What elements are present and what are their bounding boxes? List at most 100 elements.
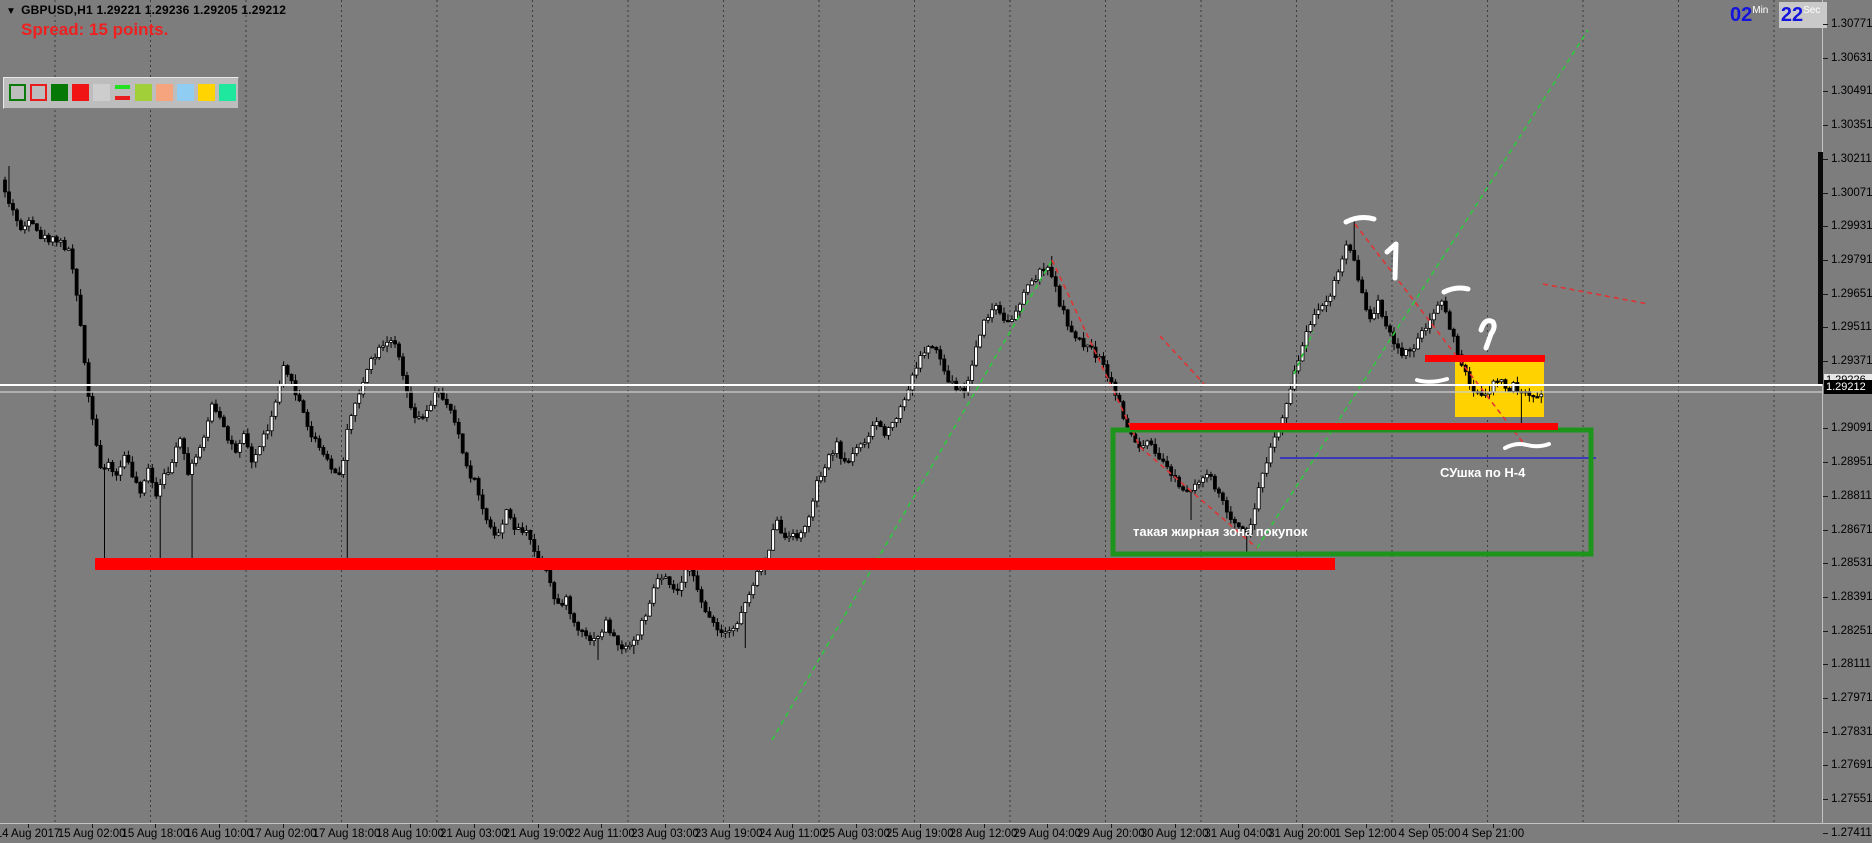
price-tick bbox=[1823, 57, 1828, 59]
swatch-green-line bbox=[115, 85, 130, 89]
red-trendline[interactable] bbox=[1051, 259, 1141, 448]
time-axis-label: 28 Aug 12:00 bbox=[949, 828, 1018, 840]
time-tick bbox=[856, 824, 858, 828]
color-swatch-red[interactable] bbox=[72, 84, 89, 101]
buy-zone-label: такая жирная зона покупок bbox=[1133, 524, 1308, 539]
color-swatch-red-outline[interactable] bbox=[30, 84, 47, 101]
time-tick bbox=[410, 824, 412, 828]
time-axis-label: 17 Aug 02:00 bbox=[248, 828, 317, 840]
time-axis-label: 14 Aug 2017 bbox=[0, 828, 61, 840]
timer-sec-label: Sec bbox=[1803, 5, 1821, 16]
price-tick bbox=[1823, 664, 1828, 666]
time-tick bbox=[1429, 824, 1431, 828]
price-tick bbox=[1823, 158, 1828, 160]
time-axis-label: 25 Aug 03:00 bbox=[822, 828, 890, 840]
price-axis-label: 1.30071 bbox=[1831, 186, 1872, 199]
price-axis-label: 1.27551 bbox=[1831, 793, 1872, 806]
time-tick bbox=[1365, 824, 1367, 828]
red-trendline[interactable] bbox=[1542, 283, 1649, 305]
bid-price-marker: 1.29212 bbox=[1824, 380, 1872, 394]
green-trendline[interactable] bbox=[1293, 331, 1314, 375]
time-axis-label: 4 Sep 21:00 bbox=[1462, 828, 1525, 840]
timer-minutes: 02 bbox=[1730, 4, 1753, 26]
axis-black-bar bbox=[1818, 152, 1823, 384]
price-tick bbox=[1823, 765, 1828, 767]
time-tick bbox=[537, 824, 539, 828]
white-dash-left-of-box bbox=[1415, 377, 1449, 384]
color-swatch-light-gray[interactable] bbox=[93, 84, 110, 101]
price-axis-label: 1.30211 bbox=[1831, 152, 1872, 165]
red-zone-line-flag-top[interactable] bbox=[1425, 355, 1545, 362]
green-trendline[interactable] bbox=[771, 259, 1053, 741]
color-palette-toolbar[interactable] bbox=[3, 77, 239, 109]
time-axis-label: 16 Aug 10:00 bbox=[185, 828, 253, 840]
price-axis-label: 1.28111 bbox=[1831, 658, 1871, 671]
price-axis-label: 1.29931 bbox=[1831, 220, 1872, 233]
green-trendline[interactable] bbox=[1256, 29, 1589, 549]
wave-2-digit bbox=[1478, 318, 1497, 351]
color-swatch-spring-green[interactable] bbox=[219, 84, 236, 101]
yellow-consolidation-box[interactable] bbox=[1455, 362, 1544, 417]
price-axis-label: 1.29091 bbox=[1831, 422, 1872, 435]
white-dash-lower-high bbox=[1441, 285, 1471, 295]
red-zone-line-zone-top[interactable] bbox=[1130, 423, 1558, 430]
price-axis-label: 1.27971 bbox=[1831, 692, 1872, 704]
red-trendline[interactable] bbox=[1139, 446, 1258, 549]
price-axis-label: 1.30351 bbox=[1831, 119, 1872, 132]
symbol-dropdown-icon[interactable]: ▼ bbox=[6, 6, 17, 17]
price-tick bbox=[1823, 125, 1828, 127]
time-axis-label: 15 Aug 02:00 bbox=[57, 828, 126, 840]
time-tick bbox=[1174, 824, 1176, 828]
color-swatch-gold[interactable] bbox=[198, 84, 215, 101]
color-swatch-light-blue[interactable] bbox=[177, 84, 194, 101]
color-swatch-salmon[interactable] bbox=[156, 84, 173, 101]
price-axis-label: 1.30771 bbox=[1831, 18, 1872, 30]
time-axis-label: 4 Sep 05:00 bbox=[1398, 828, 1461, 840]
symbol-ohlc-text: GBPUSD,H1 1.29221 1.29236 1.29205 1.2921… bbox=[21, 3, 287, 17]
price-axis-label: 1.30631 bbox=[1831, 51, 1872, 64]
time-axis-label: 24 Aug 11:00 bbox=[758, 828, 826, 840]
red-trendline[interactable] bbox=[1354, 223, 1525, 445]
white-squiggle bbox=[1503, 442, 1551, 450]
price-tick bbox=[1823, 259, 1828, 261]
color-swatch-green-red-lines[interactable] bbox=[114, 84, 131, 101]
price-axis-label: 1.29791 bbox=[1831, 253, 1872, 266]
time-axis-label: 18 Aug 10:00 bbox=[376, 828, 445, 840]
price-axis-label: 1.29511 bbox=[1831, 321, 1872, 334]
price-tick bbox=[1823, 24, 1828, 25]
time-axis-border bbox=[0, 823, 1872, 824]
price-tick bbox=[1823, 91, 1828, 93]
time-tick bbox=[346, 824, 348, 828]
color-swatch-yellow-green[interactable] bbox=[135, 84, 152, 101]
color-swatch-green-outline[interactable] bbox=[9, 84, 26, 101]
price-axis-label: 1.28811 bbox=[1831, 489, 1872, 502]
wave-1-digit bbox=[1384, 241, 1399, 281]
sushka-label: СУшка по Н-4 bbox=[1440, 465, 1526, 480]
price-tick bbox=[1823, 799, 1828, 801]
time-tick bbox=[1047, 824, 1049, 828]
red-zone-line-support-1.2850[interactable] bbox=[95, 558, 1335, 570]
price-axis-label: 1.27691 bbox=[1831, 759, 1872, 772]
price-axis-label: 1.28951 bbox=[1831, 456, 1872, 469]
price-axis-label: 1.30491 bbox=[1831, 85, 1872, 98]
time-tick bbox=[473, 824, 475, 828]
time-axis-label: 29 Aug 04:00 bbox=[1013, 828, 1082, 840]
price-axis-label: 1.28391 bbox=[1831, 590, 1872, 603]
time-tick bbox=[728, 824, 730, 828]
color-swatch-dark-green[interactable] bbox=[51, 84, 68, 101]
price-axis-label: 1.28251 bbox=[1831, 624, 1872, 637]
price-tick bbox=[1823, 293, 1828, 295]
time-axis-label: 31 Aug 20:00 bbox=[1268, 828, 1336, 840]
red-trendline[interactable] bbox=[1159, 335, 1205, 385]
price-tick bbox=[1823, 529, 1828, 531]
time-axis-label: 25 Aug 19:00 bbox=[885, 828, 954, 840]
time-tick bbox=[219, 824, 221, 828]
price-axis-label: 1.27411 bbox=[1831, 826, 1872, 839]
price-tick bbox=[1823, 630, 1828, 632]
time-tick bbox=[155, 824, 157, 828]
time-tick bbox=[665, 824, 666, 828]
time-axis-label: 23 Aug 03:00 bbox=[631, 828, 699, 840]
time-tick bbox=[1493, 824, 1495, 828]
